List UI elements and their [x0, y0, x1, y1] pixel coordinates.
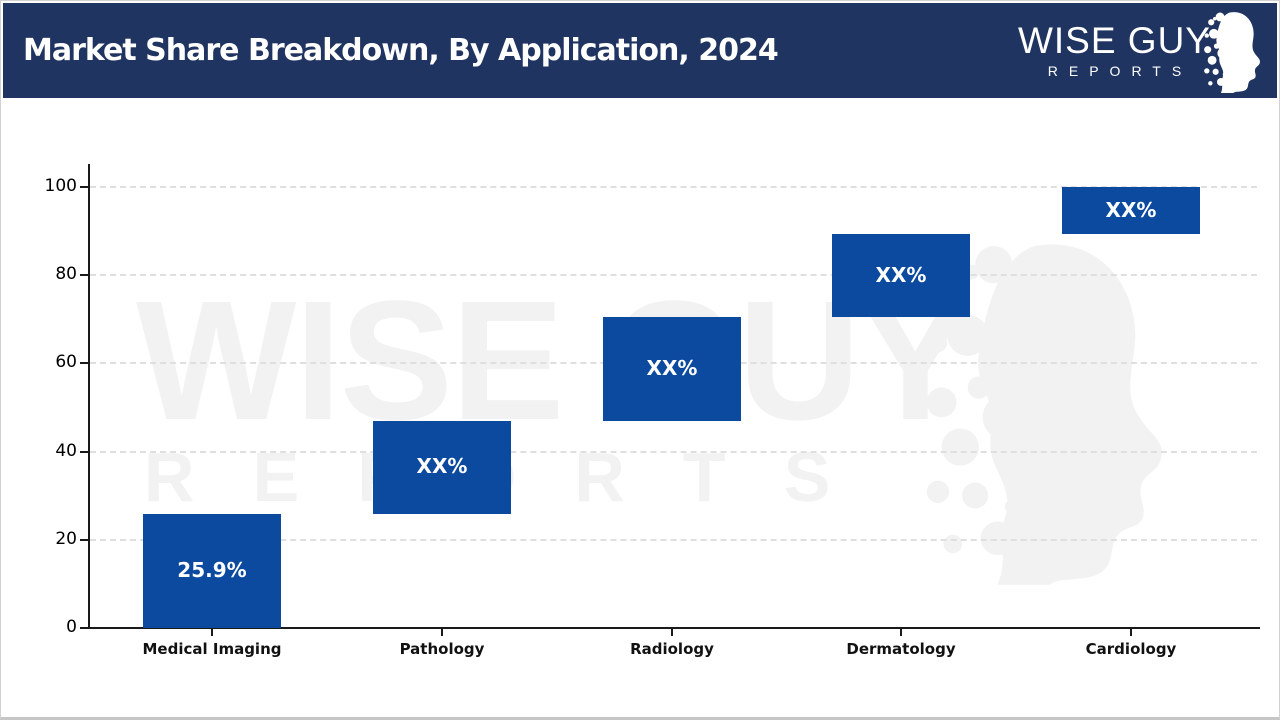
wiseguy-face-icon: [1197, 9, 1267, 93]
x-tick-pathology: [441, 629, 443, 636]
bar-cardiology: XX%: [1062, 187, 1200, 235]
y-tick-20: [80, 538, 89, 541]
brand-logo: WISE GUY REPORTS: [1018, 9, 1277, 93]
brand-logo-subtitle: REPORTS: [1047, 62, 1193, 79]
bar-dermatology: XX%: [832, 234, 970, 318]
bar-pathology: XX%: [373, 420, 511, 514]
x-tick-medical-imaging: [211, 629, 213, 636]
bar-medical-imaging: 25.9%: [143, 513, 281, 628]
y-tick-label-40: 40: [55, 440, 77, 461]
gridline-y-100: [90, 186, 1257, 188]
y-tick-label-20: 20: [55, 528, 77, 549]
watermark-text-line2: REPORTS: [144, 438, 889, 516]
y-tick-40: [80, 450, 89, 453]
x-category-label-radiology: Radiology: [630, 640, 714, 658]
gridline-y-40: [90, 450, 1257, 453]
header-bar: Market Share Breakdown, By Application, …: [3, 3, 1277, 98]
bar-value-label-medical-imaging: 25.9%: [177, 557, 247, 582]
page-title: Market Share Breakdown, By Application, …: [23, 33, 779, 68]
brand-logo-text: WISE GUY REPORTS: [1017, 20, 1211, 79]
x-category-label-dermatology: Dermatology: [846, 640, 956, 658]
y-tick-60: [80, 362, 89, 365]
y-tick-label-60: 60: [55, 352, 77, 373]
y-tick-80: [80, 274, 89, 277]
bar-value-label-pathology: XX%: [416, 454, 468, 479]
bar-radiology: XX%: [603, 317, 741, 421]
y-tick-label-0: 0: [66, 617, 77, 637]
x-tick-radiology: [671, 629, 673, 636]
bar-value-label-radiology: XX%: [646, 355, 698, 380]
x-tick-cardiology: [1130, 629, 1132, 636]
brand-logo-name: WISE GUY: [1017, 20, 1211, 62]
x-category-label-pathology: Pathology: [399, 640, 485, 658]
x-tick-dermatology: [900, 629, 902, 636]
y-tick-label-100: 100: [44, 176, 77, 196]
bar-value-label-dermatology: XX%: [875, 262, 927, 287]
x-category-label-cardiology: Cardiology: [1085, 640, 1177, 658]
bar-value-label-cardiology: XX%: [1105, 197, 1157, 222]
gridline-y-20: [90, 538, 1257, 541]
y-tick-0: [80, 627, 89, 629]
x-axis-line: [88, 627, 1260, 629]
gridline-y-80: [90, 274, 1257, 277]
y-tick-label-80: 80: [55, 264, 77, 285]
y-tick-100: [80, 186, 89, 188]
y-axis-line: [88, 164, 90, 629]
x-category-label-medical-imaging: Medical Imaging: [142, 640, 282, 658]
